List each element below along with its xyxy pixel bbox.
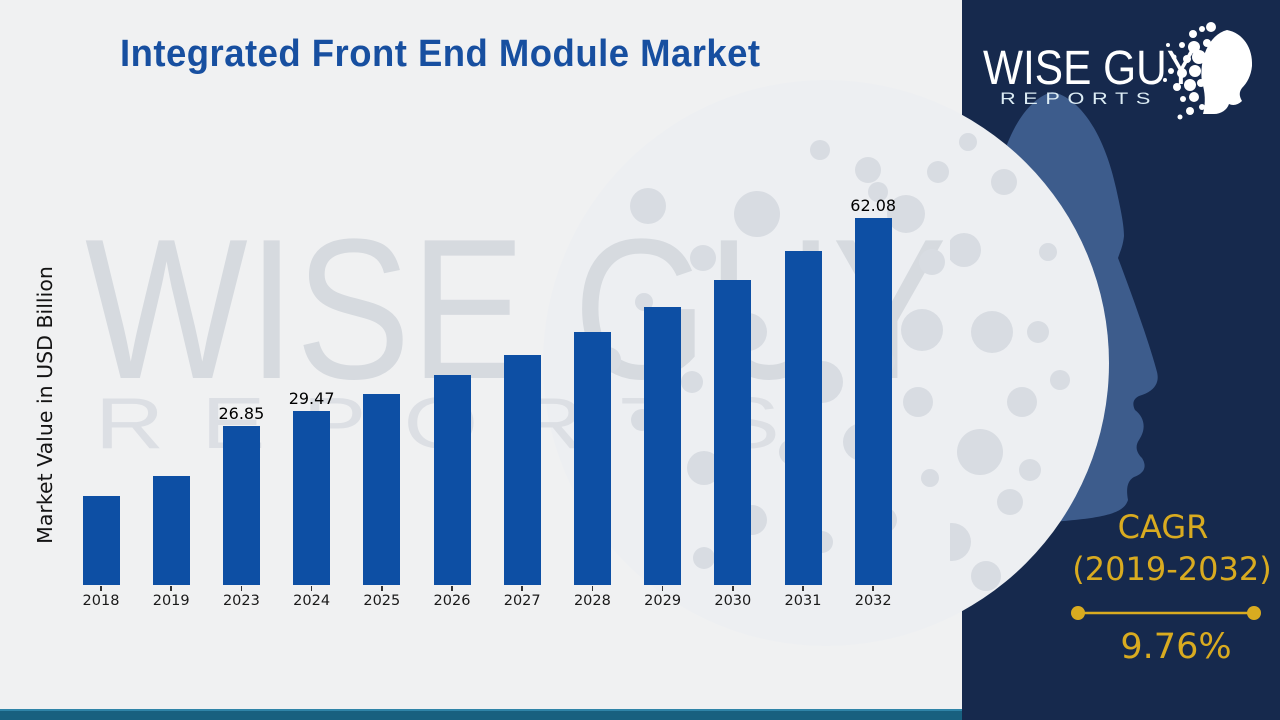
- footer-strip: [0, 709, 962, 720]
- x-axis-tick: [591, 586, 594, 591]
- bar-value-label-2024: 29.47: [288, 389, 335, 408]
- bar-2025: [363, 394, 401, 585]
- x-axis-label-2026: 2026: [433, 593, 471, 609]
- bar-2023: [222, 426, 260, 585]
- bar-2031: [784, 251, 822, 585]
- bar-value-label-2032: 62.08: [850, 196, 897, 215]
- x-axis-tick: [521, 586, 523, 591]
- x-axis-label-2030: 2030: [714, 593, 752, 609]
- x-axis-tick: [170, 586, 172, 591]
- x-axis-label-2024: 2024: [293, 593, 331, 609]
- x-axis-tick: [661, 586, 664, 591]
- x-axis-label-2027: 2027: [503, 593, 541, 609]
- x-axis-tick: [802, 586, 804, 591]
- x-axis-label-2028: 2028: [573, 593, 611, 609]
- x-axis-tick: [310, 586, 313, 591]
- x-axis-label-2031: 2031: [784, 593, 822, 609]
- x-axis-label-2019: 2019: [152, 593, 190, 609]
- y-axis-label: Market Value in USD Billion: [33, 266, 57, 544]
- x-axis-label-2025: 2025: [363, 593, 401, 609]
- bar-2019: [152, 476, 190, 585]
- x-axis-tick: [100, 586, 102, 591]
- x-axis-label-2032: 2032: [854, 593, 892, 609]
- bar-2029: [644, 307, 682, 585]
- bar-value-label-2023: 26.85: [218, 404, 265, 423]
- x-axis-tick: [732, 586, 734, 591]
- bar-2030: [714, 280, 752, 585]
- x-axis-tick: [381, 586, 383, 591]
- bar-2027: [503, 355, 541, 585]
- x-axis-tick: [872, 586, 874, 591]
- bar-2026: [433, 375, 471, 585]
- x-axis-label-2023: 2023: [222, 593, 260, 609]
- x-axis-label-2029: 2029: [644, 593, 682, 609]
- x-axis-label-2018: 2018: [82, 593, 120, 609]
- x-axis-tick: [240, 586, 243, 591]
- bar-2032: [854, 218, 892, 585]
- chart-title: Integrated Front End Module Market: [120, 33, 761, 75]
- bar-2018: [82, 496, 120, 585]
- bar-2028: [573, 332, 611, 585]
- bar-2024: [293, 411, 331, 585]
- x-axis-tick: [451, 586, 453, 591]
